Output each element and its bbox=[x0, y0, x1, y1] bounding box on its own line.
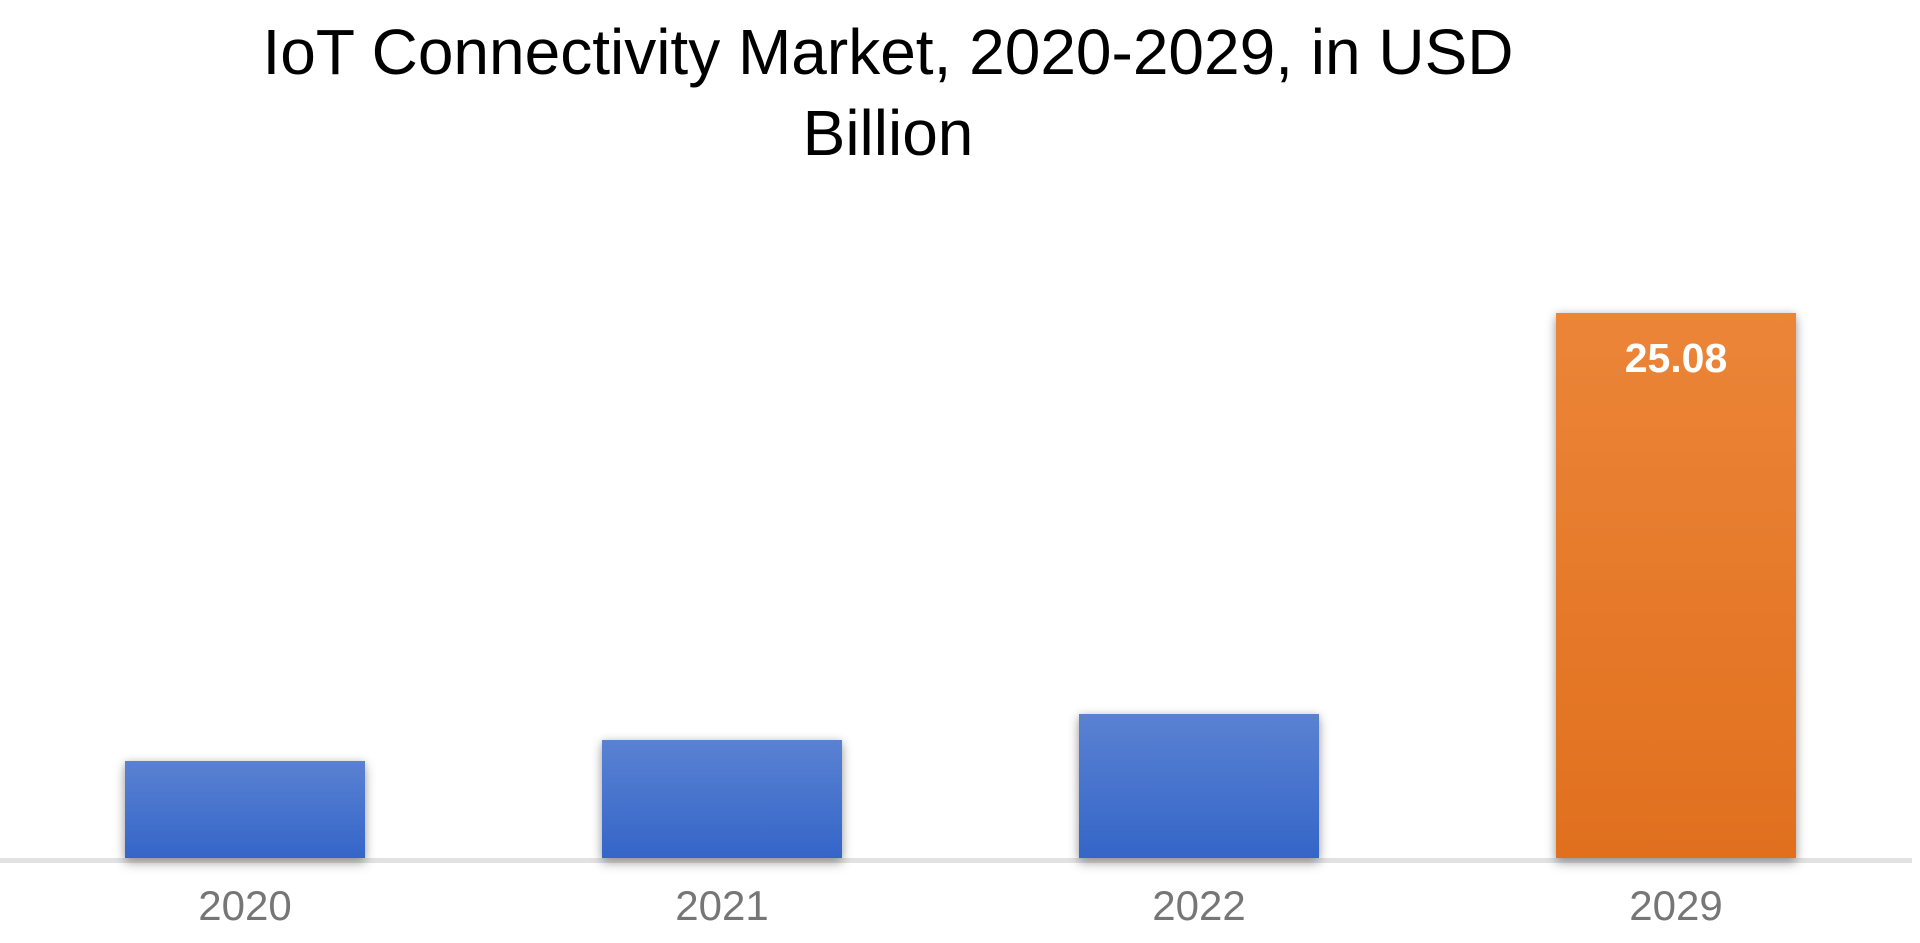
x-axis-label-2022: 2022 bbox=[1152, 882, 1246, 929]
bar-2021 bbox=[602, 740, 842, 858]
x-axis-baseline bbox=[0, 858, 1912, 863]
bar-2020 bbox=[125, 761, 365, 858]
bar-value-label-2029: 25.08 bbox=[1624, 335, 1728, 381]
chart-title: IoT Connectivity Market, 2020-2029, in U… bbox=[0, 12, 1776, 174]
x-axis-label-2020: 2020 bbox=[198, 882, 292, 929]
bar-2029: 25.08 bbox=[1556, 313, 1796, 858]
x-axis-label-2021: 2021 bbox=[675, 882, 769, 929]
bar-2022 bbox=[1079, 714, 1319, 858]
chart-title-line1: IoT Connectivity Market, 2020-2029, in U… bbox=[262, 16, 1514, 88]
chart-title-line2: Billion bbox=[802, 97, 974, 169]
x-axis-label-2029: 2029 bbox=[1629, 882, 1723, 929]
